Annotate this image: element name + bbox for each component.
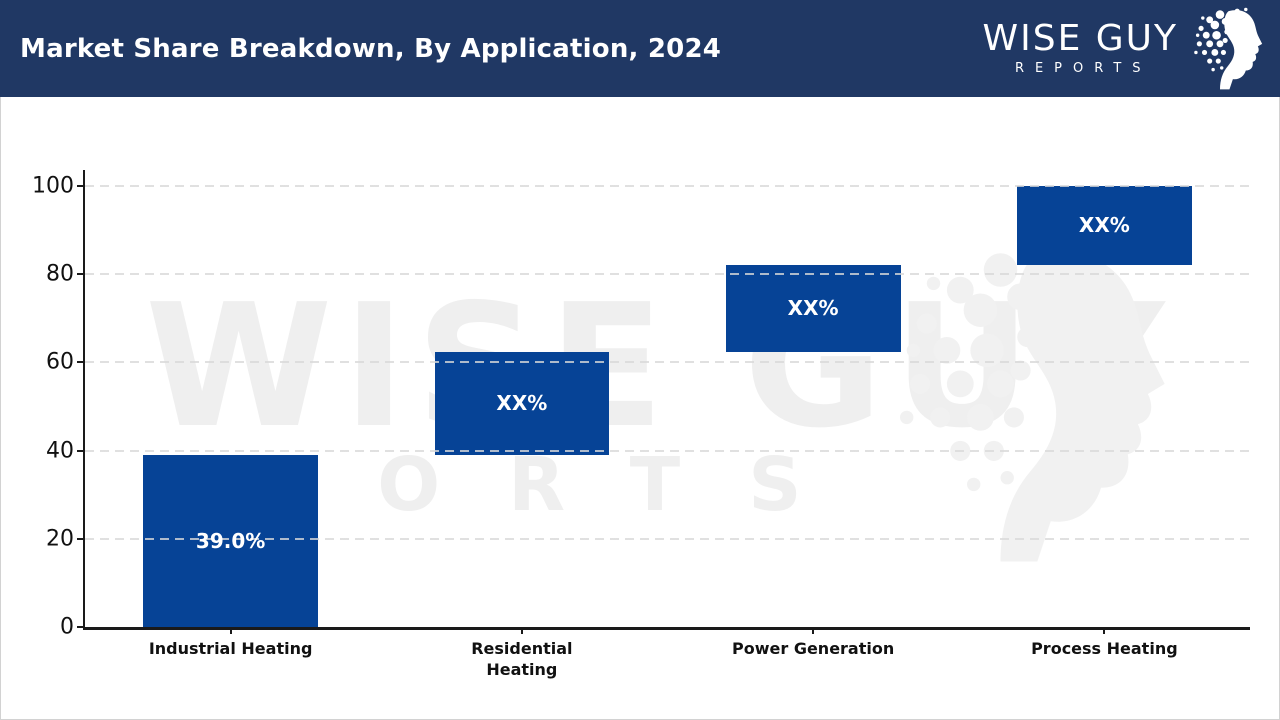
y-tick [77,361,85,364]
x-tick [812,627,815,634]
bar-segment [725,264,901,352]
page-title: Market Share Breakdown, By Application, … [20,33,722,64]
y-tick-label: 100 [32,173,74,199]
logo-subtitle: REPORTS [1014,61,1152,76]
bar-value-label: XX% [787,296,839,321]
x-category-label: Residential Heating [471,639,573,679]
y-tick [77,449,85,452]
x-category-label: Process Heating [1031,639,1178,658]
x-tick [1103,627,1106,634]
y-tick-label: 60 [46,349,74,375]
y-tick [77,185,85,187]
y-tick-label: 40 [46,438,74,464]
logo-wordmark: WISE GUY [982,18,1178,59]
y-tick-label: 80 [46,261,74,287]
x-category-label: Power Generation [732,639,895,658]
x-tick [520,627,523,634]
bar-value-label: XX% [1078,213,1130,238]
y-axis-line [83,170,85,630]
y-tick [77,537,85,540]
header-bar: Market Share Breakdown, By Application, … [0,0,1280,97]
bar-value-label: 39.0% [195,529,266,553]
y-tick [77,273,85,276]
logo-text: WISE GUY REPORTS [982,18,1179,77]
chart-area: WISE GUY PORTS 39.0% Industrial Heating XX… [0,97,1280,720]
watermark-subtitle: PORTS [255,442,870,528]
x-category-label: Industrial Heating [148,639,313,658]
bar-segment [1017,186,1192,265]
y-tick-label: 0 [60,614,74,640]
bar-value-label: XX% [496,391,548,416]
bar-segment [434,351,610,455]
y-tick-label: 20 [46,526,74,552]
x-axis-line [83,627,1250,630]
bar-segment [143,455,318,627]
x-tick [229,627,232,634]
y-tick [77,626,85,628]
wiseguy-logo: WISE GUY REPORTS [983,6,1267,92]
wiseguy-head-icon [1194,7,1263,89]
